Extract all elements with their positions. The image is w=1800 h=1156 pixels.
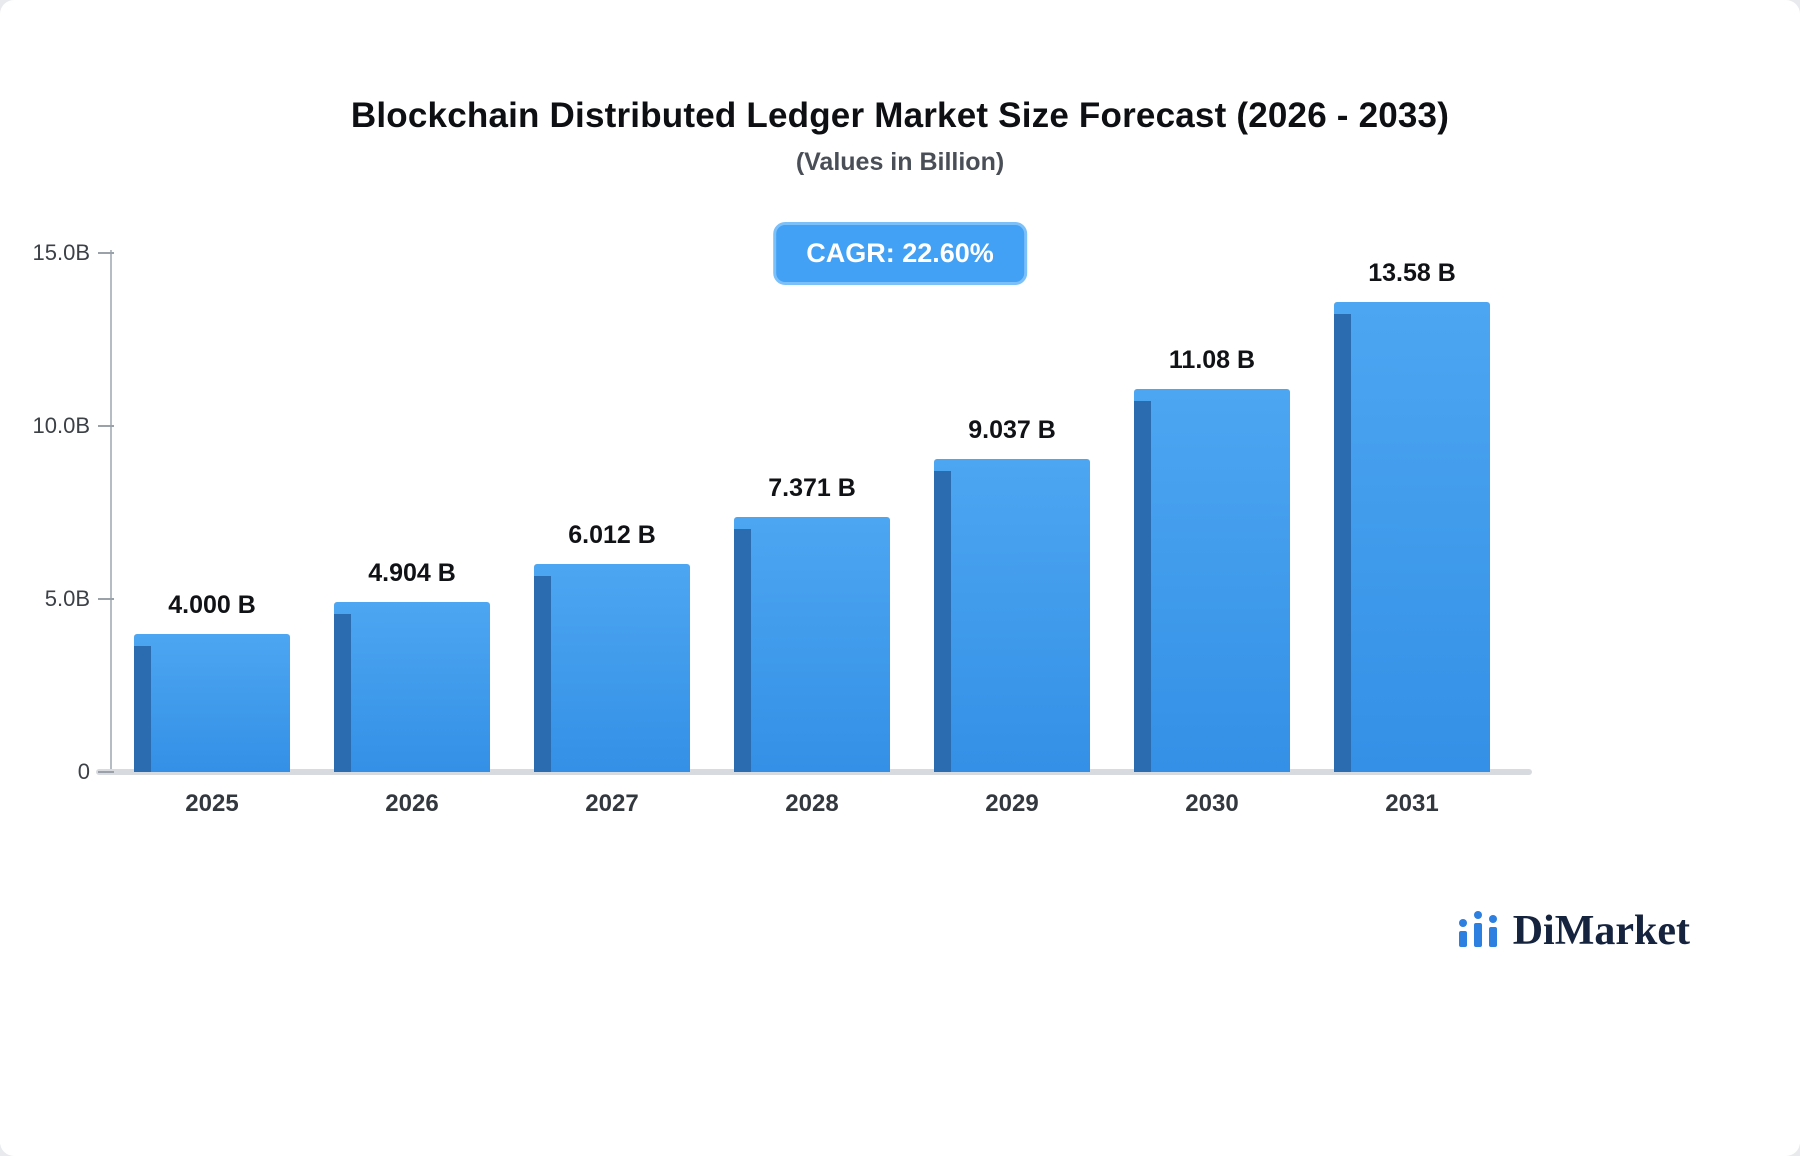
bar-value-label: 9.037 B: [968, 416, 1056, 445]
bar-value-label: 4.904 B: [368, 559, 456, 588]
x-tick-label: 2030: [1185, 790, 1239, 817]
y-tick-label: 5.0B: [44, 586, 90, 611]
y-tick-mark: [98, 252, 114, 254]
bar-slot: 7.371 B 2028: [712, 253, 912, 817]
y-tick-mark: [98, 425, 114, 427]
x-tick-label: 2029: [985, 790, 1039, 817]
cagr-badge: CAGR: 22.60%: [773, 222, 1027, 285]
x-tick-label: 2031: [1385, 790, 1439, 817]
bar-2031: [1334, 302, 1490, 772]
x-tick-label: 2028: [785, 790, 839, 817]
bar-slot: 4.000 B 2025: [112, 253, 312, 817]
bar-slot: 9.037 B 2029: [912, 253, 1112, 817]
bar-slot: 13.58 B 2031: [1312, 253, 1512, 817]
y-tick: 10.0B: [12, 413, 114, 439]
bar-slot: 6.012 B 2027: [512, 253, 712, 817]
x-tick-label: 2025: [185, 790, 239, 817]
bar-2026: [334, 602, 490, 772]
y-axis-line: [110, 250, 112, 772]
bar-2028: [734, 516, 890, 773]
bar-2025: [134, 633, 290, 773]
y-tick: 15.0B: [12, 240, 114, 266]
bar-value-label: 7.371 B: [768, 473, 856, 502]
chart-title: Blockchain Distributed Ledger Market Siz…: [350, 96, 1450, 135]
y-tick-mark: [98, 771, 114, 773]
bar-2027: [534, 564, 690, 772]
y-tick-label: 10.0B: [32, 413, 91, 438]
bar-slot: 11.08 B 2030: [1112, 253, 1312, 817]
bar-value-label: 11.08 B: [1168, 345, 1256, 374]
brand-logo: DiMarket: [1455, 905, 1690, 956]
y-tick: 5.0B: [12, 586, 114, 612]
brand-name: DiMarket: [1512, 907, 1690, 954]
bar-2029: [934, 459, 1090, 772]
x-tick-label: 2026: [385, 790, 439, 817]
y-tick-label: 0: [77, 759, 90, 784]
bar-chart-icon: [1455, 905, 1501, 956]
y-tick: 0: [12, 759, 114, 785]
x-tick-label: 2027: [585, 790, 639, 817]
y-tick-label: 15.0B: [32, 240, 91, 265]
y-tick-mark: [98, 598, 114, 600]
plot-area: 4.000 B 2025 4.904 B 2026 6.012 B 2027 7.371 B…: [112, 253, 1512, 817]
bar-2030: [1134, 388, 1290, 773]
bar-value-label: 6.012 B: [568, 521, 656, 549]
bar-value-label: 13.58 B: [1368, 259, 1456, 288]
bar-value-label: 4.000 B: [168, 590, 256, 619]
bar-slot: 4.904 B 2026: [312, 253, 512, 817]
x-axis-baseline: [96, 769, 1532, 775]
chart-subtitle: (Values in Billion): [795, 148, 1005, 176]
